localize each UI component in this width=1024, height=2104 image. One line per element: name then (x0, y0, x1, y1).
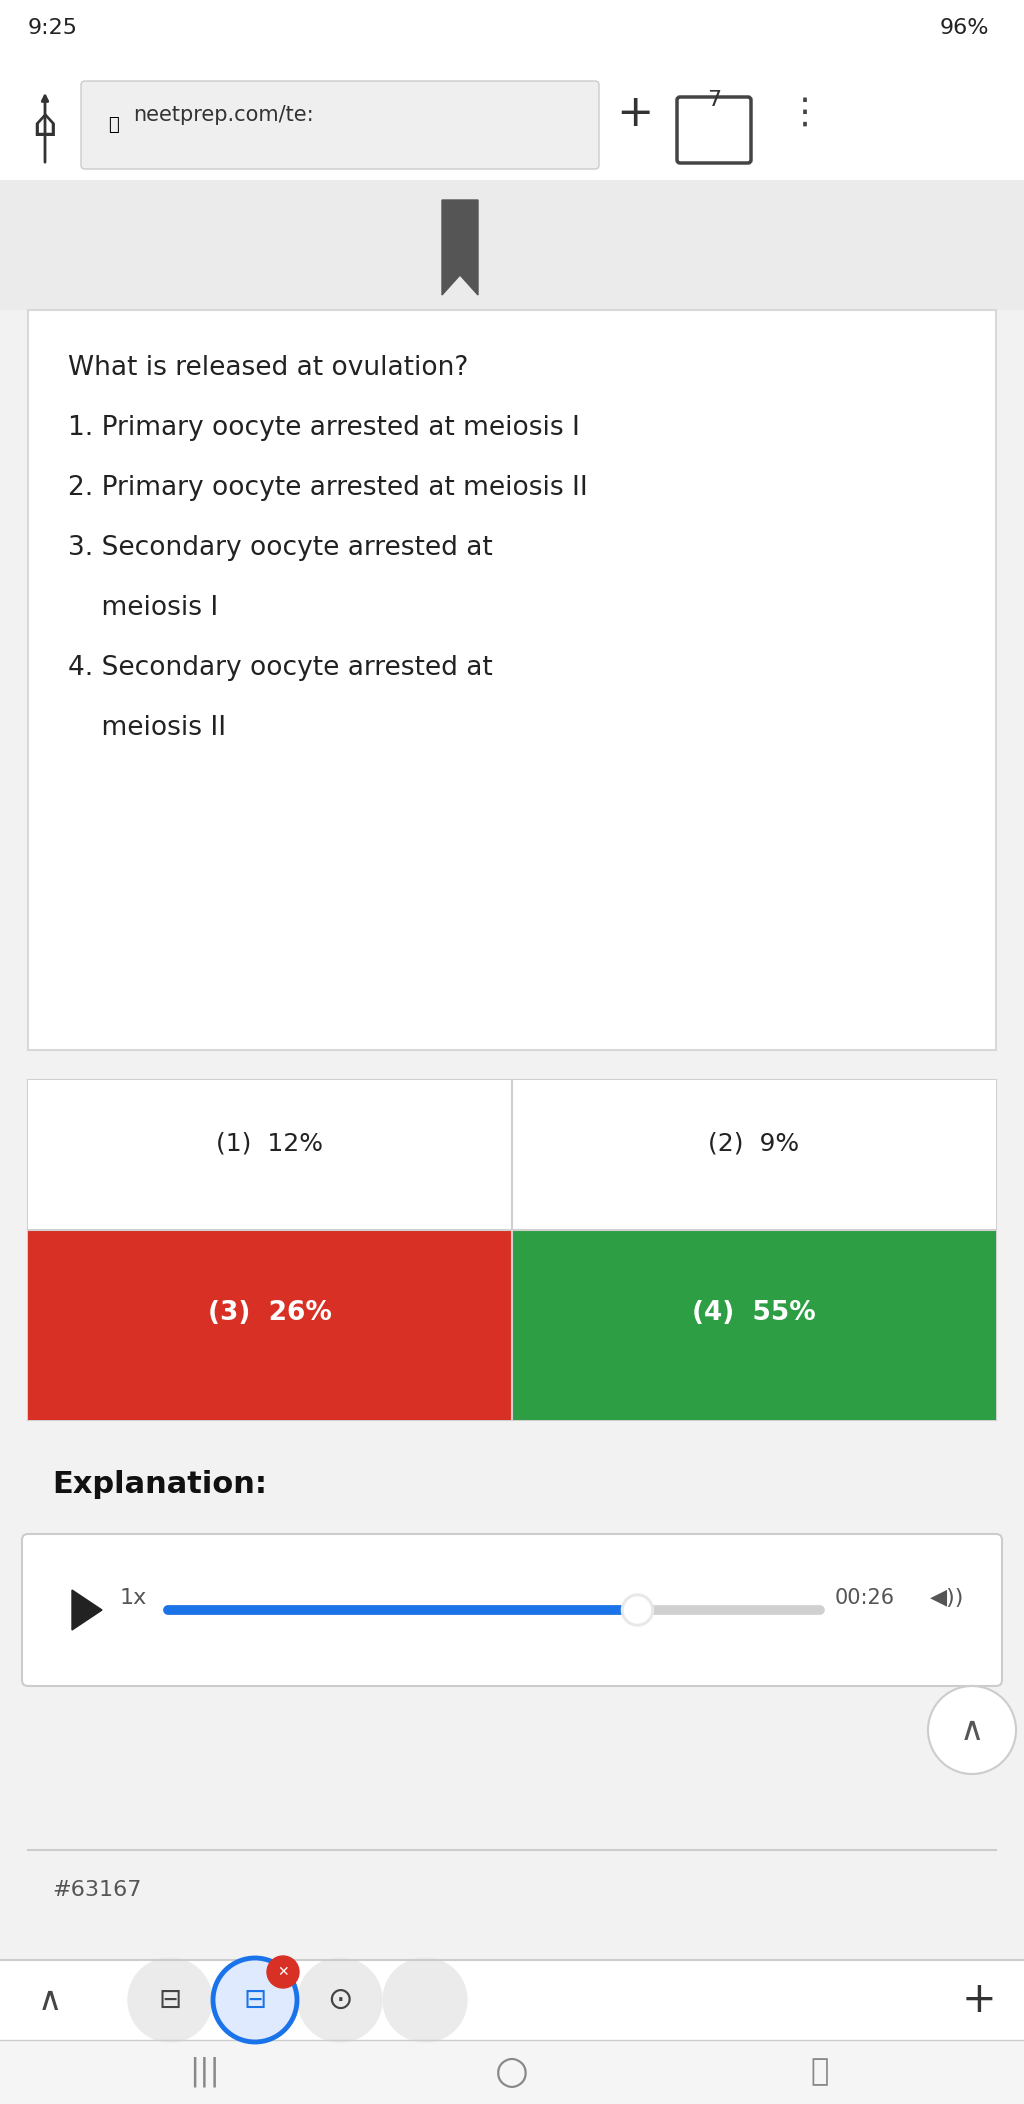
Text: ⋮: ⋮ (786, 97, 823, 130)
Text: (4)  55%: (4) 55% (692, 1300, 816, 1326)
Text: ∧: ∧ (38, 1984, 62, 2016)
Text: (3)  26%: (3) 26% (208, 1300, 332, 1326)
Bar (512, 1079, 996, 1231)
Bar (28, 1079, 996, 1420)
Text: What is released at ovulation?: What is released at ovulation? (68, 356, 468, 381)
Bar (0, 2041, 1024, 2104)
Circle shape (622, 1595, 653, 1626)
FancyBboxPatch shape (22, 1534, 1002, 1685)
Text: ○: ○ (495, 2054, 529, 2091)
Text: 2. Primary oocyte arrested at meiosis II: 2. Primary oocyte arrested at meiosis II (68, 476, 588, 501)
Circle shape (928, 1685, 1016, 1774)
Text: ✕: ✕ (278, 1965, 289, 1980)
Text: ⊟: ⊟ (159, 1986, 181, 2014)
Polygon shape (72, 1591, 102, 1631)
Circle shape (298, 1959, 382, 2043)
Text: ∧: ∧ (959, 1713, 984, 1746)
Text: 1x: 1x (120, 1589, 147, 1607)
Circle shape (383, 1959, 467, 2043)
Text: ⊟: ⊟ (244, 1986, 266, 2014)
Text: (2)  9%: (2) 9% (709, 1132, 800, 1155)
Circle shape (213, 1959, 297, 2043)
Bar (512, 1231, 996, 1420)
Text: 〈: 〈 (810, 2058, 828, 2087)
Bar (0, 181, 1024, 309)
Text: 🔒: 🔒 (108, 116, 119, 135)
Bar (0, 1961, 1024, 2041)
Text: 3. Secondary oocyte arrested at: 3. Secondary oocyte arrested at (68, 534, 493, 562)
Text: 96%: 96% (940, 19, 989, 38)
Text: meiosis II: meiosis II (68, 715, 226, 741)
Circle shape (128, 1959, 212, 2043)
Bar (0, 0, 1024, 69)
Text: +: + (616, 90, 653, 135)
Text: ⊙: ⊙ (328, 1986, 352, 2014)
Bar (0, 69, 1024, 181)
FancyBboxPatch shape (677, 97, 751, 162)
Text: +: + (962, 1980, 996, 2022)
FancyBboxPatch shape (81, 80, 599, 168)
Circle shape (625, 1597, 650, 1622)
Circle shape (267, 1957, 299, 1988)
Text: neetprep.com/te:: neetprep.com/te: (133, 105, 313, 124)
Text: 9:25: 9:25 (28, 19, 78, 38)
Text: 1. Primary oocyte arrested at meiosis I: 1. Primary oocyte arrested at meiosis I (68, 414, 580, 442)
Bar (28, 1231, 512, 1420)
Polygon shape (442, 200, 478, 295)
Bar (28, 1079, 512, 1231)
Text: meiosis I: meiosis I (68, 595, 218, 621)
Text: (1)  12%: (1) 12% (216, 1132, 324, 1155)
Text: 7: 7 (707, 90, 721, 109)
Text: ⌂: ⌂ (33, 105, 57, 143)
Text: ◀)): ◀)) (930, 1589, 965, 1607)
Text: Explanation:: Explanation: (52, 1471, 267, 1498)
Text: 4. Secondary oocyte arrested at: 4. Secondary oocyte arrested at (68, 654, 493, 682)
Text: #63167: #63167 (52, 1881, 141, 1900)
Bar (28, 309, 996, 1050)
Text: |||: ||| (189, 2058, 220, 2087)
Circle shape (213, 1959, 297, 2043)
Text: 00:26: 00:26 (835, 1589, 895, 1607)
